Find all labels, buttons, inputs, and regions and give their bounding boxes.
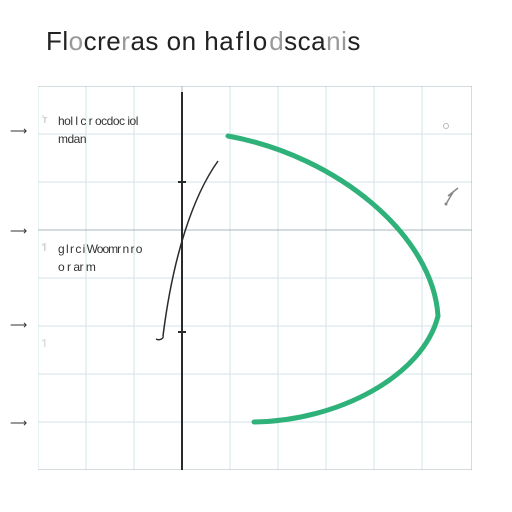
anno-3-lead: 'l [42,338,46,350]
y-tick-2: ⟶ [10,224,27,238]
chart-area: ⟶ ⟶ ⟶ ⟶ 'r hol l c r ocdoc iol mdan 'l g… [38,86,472,470]
anno-1-lead: 'r [42,114,47,126]
y-tick-4: ⟶ [10,416,27,430]
anno-2-line2: o r ar m [58,260,95,274]
y-tick-3: ⟶ [10,318,27,332]
anno-1-line2: mdan [58,132,86,146]
chart-svg [38,86,472,470]
anno-1-line1: hol l c r ocdoc iol [58,114,138,128]
page-title: Flocreras on haflodscanis [46,26,361,57]
y-tick-1: ⟶ [10,124,27,138]
anno-2-lead: 'l [42,242,46,254]
anno-2-line1: g l r c i Woomr n r o [58,242,141,256]
